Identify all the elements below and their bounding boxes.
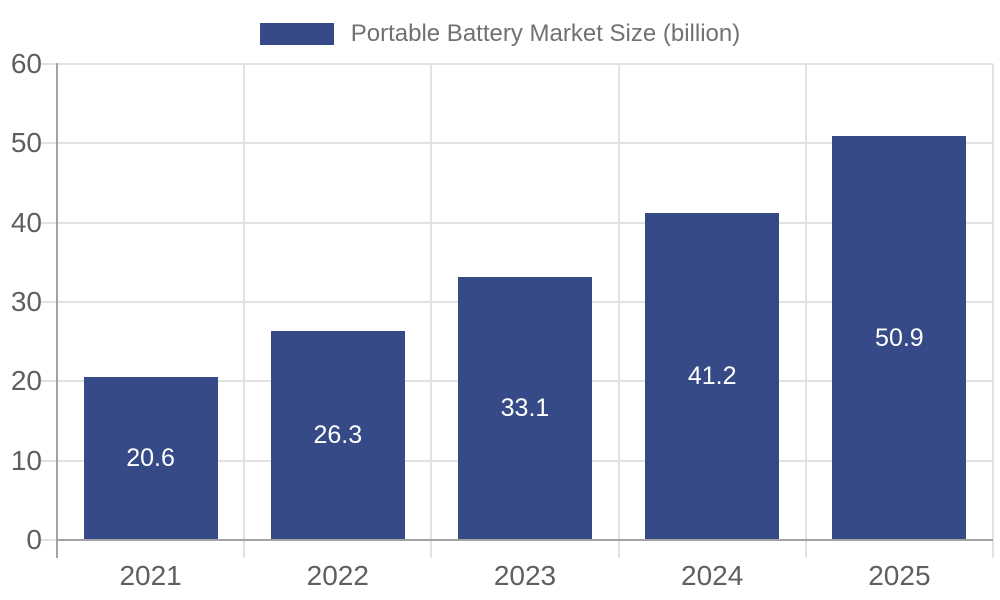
x-tick-label: 2024 xyxy=(681,560,744,591)
y-gridline xyxy=(41,221,993,224)
y-tick-mark xyxy=(41,539,57,541)
y-tick-label: 60 xyxy=(10,48,42,79)
x-gridline xyxy=(617,64,620,558)
bar: 26.3 xyxy=(270,331,405,540)
y-tick-label: 40 xyxy=(10,206,42,238)
x-gridline xyxy=(430,64,433,558)
legend-swatch xyxy=(259,23,334,45)
bar-value-label: 50.9 xyxy=(875,323,924,352)
y-tick-label: 10 xyxy=(10,444,42,476)
y-tick-label: 30 xyxy=(10,286,42,317)
y-tick-label: 20 xyxy=(10,365,42,397)
bar-value-label: 20.6 xyxy=(126,443,175,472)
bar-value-label: 41.2 xyxy=(687,362,737,391)
x-tick-label: 2022 xyxy=(306,560,369,591)
x-tick-label: 2025 xyxy=(868,560,931,591)
x-gridline xyxy=(804,64,807,558)
bar: 33.1 xyxy=(458,277,592,540)
bar-value-label: 33.1 xyxy=(500,394,550,423)
legend-label: Portable Battery Market Size (billion) xyxy=(350,20,741,47)
x-axis-line xyxy=(57,539,993,541)
x-tick-label: 2021 xyxy=(119,560,182,591)
x-gridline xyxy=(243,64,246,558)
x-gridline xyxy=(992,64,994,558)
y-axis-line xyxy=(56,63,58,558)
y-gridline xyxy=(41,63,993,65)
bar: 41.2 xyxy=(645,213,780,540)
y-gridline xyxy=(41,142,993,145)
bar-value-label: 26.3 xyxy=(313,421,363,450)
y-tick-label: 0 xyxy=(26,524,42,555)
bar: 50.9 xyxy=(832,136,967,540)
y-tick-label: 50 xyxy=(10,127,42,159)
chart-legend: Portable Battery Market Size (billion) xyxy=(0,20,1000,48)
plot-area: 20.6 26.3 33.1 41.2 50.9 xyxy=(41,63,994,558)
bar: 20.6 xyxy=(83,376,218,540)
x-tick-label: 2023 xyxy=(493,560,557,591)
